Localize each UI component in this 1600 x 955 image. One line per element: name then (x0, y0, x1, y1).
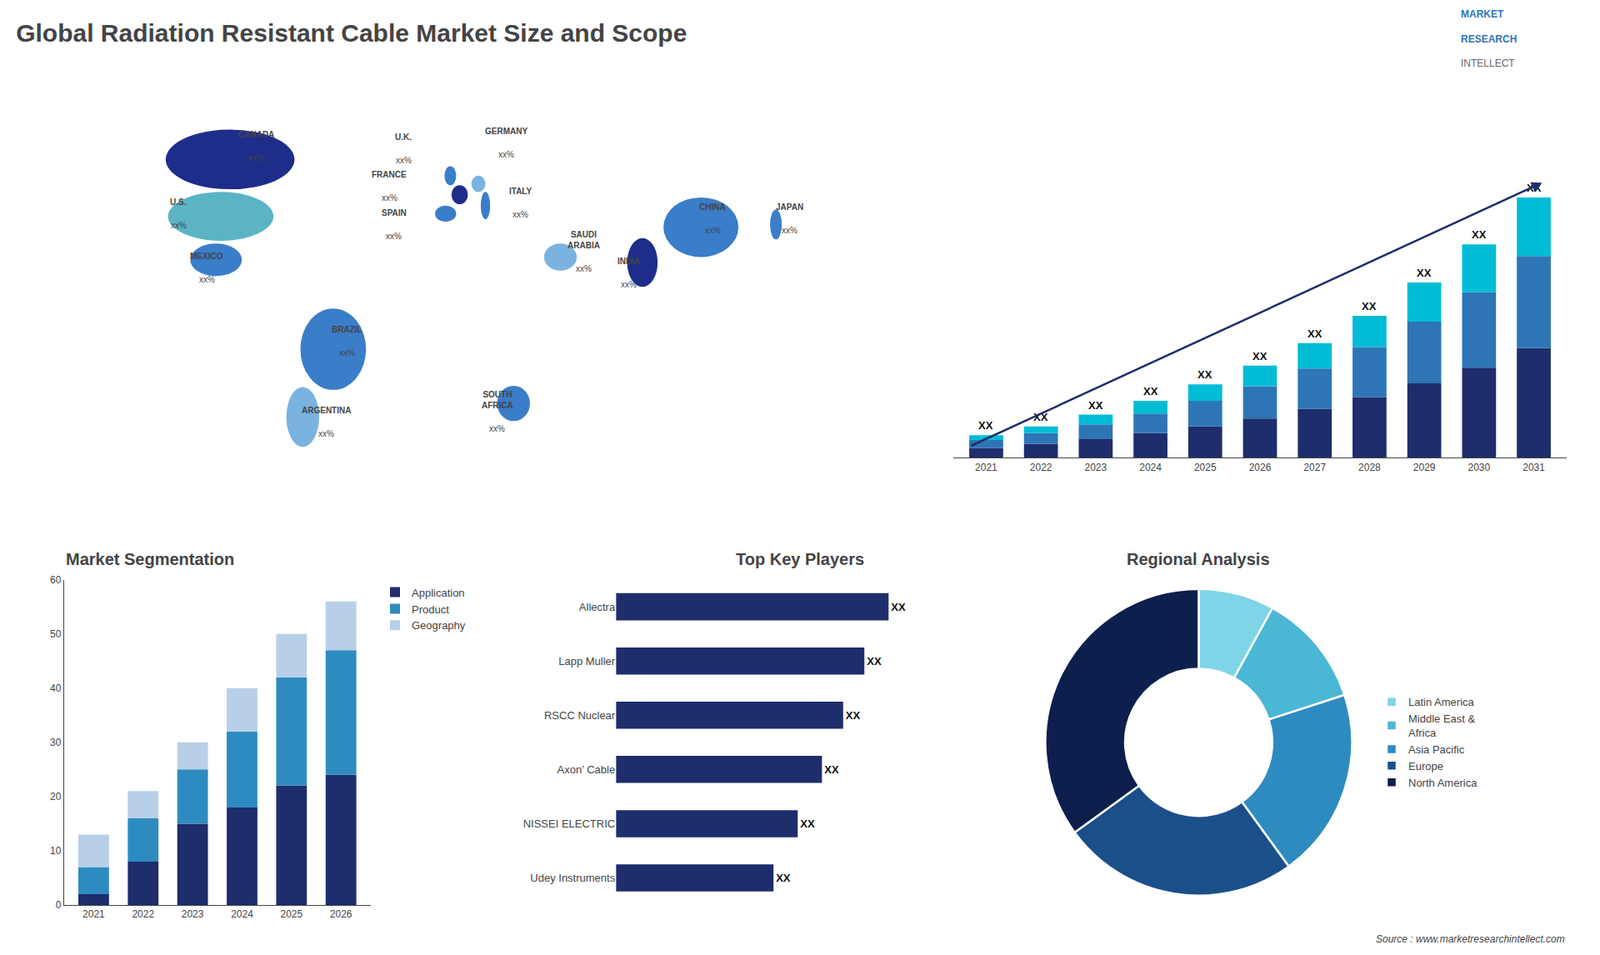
svg-text:xx%: xx% (705, 225, 721, 235)
svg-text:xx%: xx% (395, 155, 412, 165)
svg-text:xx%: xx% (199, 275, 215, 285)
svg-text:Regional Analysis: Regional Analysis (1126, 550, 1270, 569)
svg-text:XX: XX (1197, 368, 1213, 381)
svg-text:2021: 2021 (82, 908, 105, 920)
svg-text:ARGENTINA: ARGENTINA (301, 405, 351, 415)
svg-text:xx%: xx% (170, 220, 187, 230)
svg-text:xx%: xx% (512, 210, 529, 220)
svg-text:Axon’ Cable: Axon’ Cable (557, 763, 616, 776)
svg-text:XX: XX (1471, 228, 1487, 241)
svg-text:2027: 2027 (1303, 461, 1326, 474)
svg-text:Geography: Geography (411, 619, 466, 632)
svg-text:Lapp Muller: Lapp Muller (558, 655, 616, 668)
svg-text:10: 10 (50, 845, 62, 857)
svg-text:XX: XX (1526, 181, 1542, 195)
svg-text:INDIA: INDIA (617, 256, 640, 266)
svg-text:xx%: xx% (248, 153, 265, 163)
svg-text:Latin America: Latin America (1408, 695, 1475, 709)
svg-text:xx%: xx% (498, 150, 515, 160)
svg-text:xx%: xx% (339, 348, 355, 358)
svg-text:xx%: xx% (489, 424, 505, 434)
svg-text:2028: 2028 (1358, 461, 1381, 474)
svg-text:2025: 2025 (1194, 461, 1217, 474)
svg-text:0: 0 (55, 899, 62, 911)
svg-text:CHINA: CHINA (699, 202, 726, 212)
svg-text:RESEARCH: RESEARCH (1460, 33, 1517, 45)
svg-text:SPAIN: SPAIN (381, 208, 407, 218)
svg-text:XX: XX (800, 817, 815, 830)
svg-text:CANADA: CANADA (238, 130, 275, 140)
svg-text:XX: XX (866, 655, 882, 668)
svg-text:XX: XX (845, 709, 861, 722)
svg-text:XX: XX (1416, 266, 1432, 280)
svg-text:XX: XX (1361, 300, 1377, 313)
svg-text:ITALY: ITALY (509, 186, 533, 196)
svg-text:Top Key Players: Top Key Players (735, 550, 865, 569)
svg-text:INTELLECT: INTELLECT (1460, 57, 1515, 70)
svg-text:2022: 2022 (1030, 461, 1053, 474)
svg-text:2026: 2026 (1249, 461, 1272, 474)
svg-text:Application: Application (411, 586, 465, 600)
svg-text:GERMANY: GERMANY (485, 126, 528, 136)
svg-text:NISSEI ELECTRIC: NISSEI ELECTRIC (523, 817, 616, 830)
svg-text:xx%: xx% (318, 429, 335, 439)
svg-text:xx%: xx% (381, 193, 398, 203)
svg-text:XX: XX (890, 600, 906, 614)
svg-text:Asia Pacific: Asia Pacific (1408, 743, 1465, 756)
svg-text:40: 40 (50, 682, 62, 695)
svg-text:Source : www.marketresearchint: Source : www.marketresearchintellect.com (1375, 933, 1565, 945)
svg-text:SAUDIARABIA: SAUDIARABIA (567, 230, 600, 250)
svg-text:XX: XX (1033, 410, 1049, 424)
svg-text:2026: 2026 (330, 908, 353, 920)
svg-text:XX: XX (1307, 327, 1323, 340)
svg-text:XX: XX (978, 419, 994, 432)
svg-text:2030: 2030 (1468, 461, 1491, 474)
svg-text:FRANCE: FRANCE (371, 170, 407, 180)
svg-text:2025: 2025 (280, 908, 303, 920)
svg-text:xx%: xx% (385, 231, 402, 241)
svg-text:JAPAN: JAPAN (775, 202, 804, 212)
svg-text:xx%: xx% (620, 280, 637, 290)
svg-text:2023: 2023 (181, 908, 205, 920)
svg-text:xx%: xx% (575, 264, 592, 274)
svg-text:BRAZIL: BRAZIL (331, 325, 363, 335)
svg-text:Allectra: Allectra (579, 600, 616, 614)
svg-text:60: 60 (50, 574, 62, 586)
svg-text:MEXICO: MEXICO (190, 251, 224, 261)
svg-text:U.K.: U.K. (395, 132, 412, 142)
svg-text:2021: 2021 (975, 461, 998, 474)
svg-text:Product: Product (411, 603, 450, 616)
svg-text:North America: North America (1408, 776, 1478, 790)
svg-text:20: 20 (50, 790, 62, 803)
svg-text:MARKET: MARKET (1460, 8, 1505, 20)
svg-text:2024: 2024 (1139, 461, 1162, 474)
svg-text:Europe: Europe (1408, 760, 1444, 773)
svg-text:Udey Instruments: Udey Instruments (530, 871, 615, 885)
svg-text:XX: XX (824, 763, 840, 776)
svg-text:2022: 2022 (131, 908, 155, 920)
svg-text:SOUTHAFRICA: SOUTHAFRICA (481, 390, 514, 410)
svg-text:RSCC Nuclear: RSCC Nuclear (544, 709, 616, 722)
svg-text:50: 50 (50, 628, 62, 640)
svg-text:XX: XX (775, 871, 791, 885)
svg-text:XX: XX (1143, 385, 1159, 398)
svg-text:XX: XX (1252, 350, 1268, 363)
svg-text:XX: XX (1088, 399, 1104, 412)
svg-text:30: 30 (50, 736, 62, 749)
svg-text:xx%: xx% (781, 225, 798, 235)
svg-text:Market Segmentation: Market Segmentation (65, 550, 235, 569)
svg-text:2023: 2023 (1085, 461, 1108, 474)
svg-text:2024: 2024 (230, 908, 254, 920)
svg-text:Global Radiation Resistant Cab: Global Radiation Resistant Cable Market … (15, 19, 687, 47)
svg-text:U.S.: U.S. (170, 197, 187, 207)
svg-text:2029: 2029 (1413, 461, 1436, 474)
svg-text:2031: 2031 (1522, 461, 1545, 474)
svg-text:Middle East &Africa: Middle East &Africa (1408, 712, 1476, 740)
